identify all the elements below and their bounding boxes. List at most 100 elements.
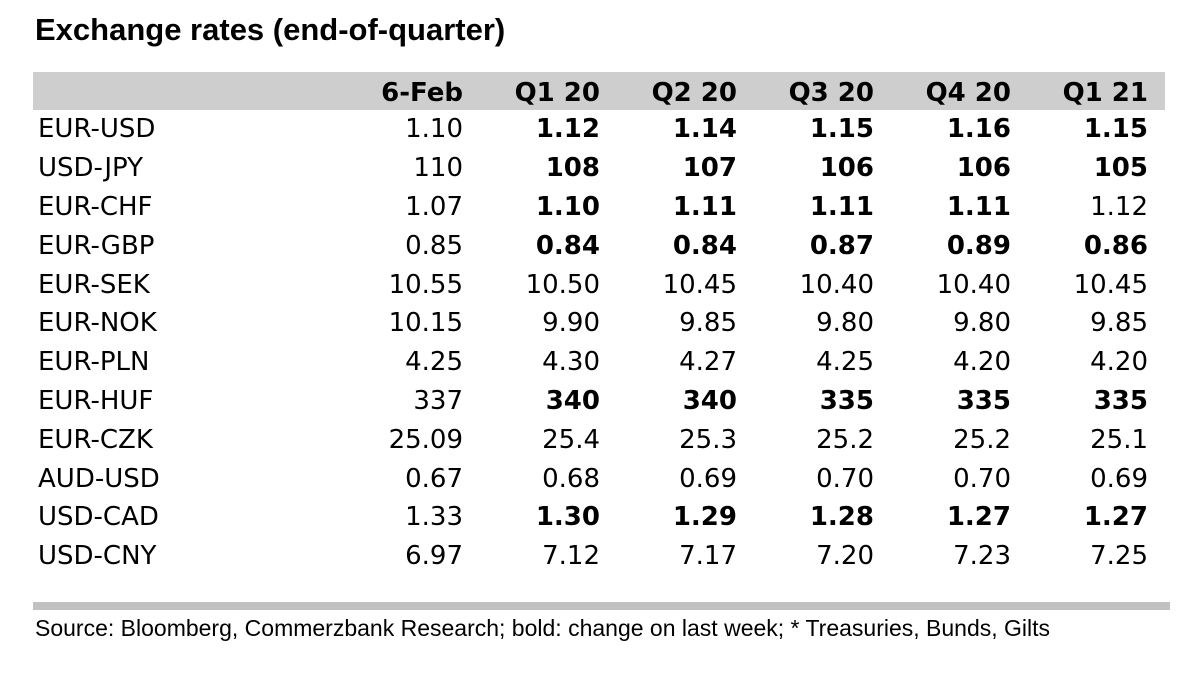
header-row: 6-Feb Q1 20 Q2 20 Q3 20 Q4 20 Q1 21 — [33, 72, 1165, 110]
table-row: USD-CNY 6.97 7.12 7.17 7.20 7.23 7.25 — [33, 537, 1165, 576]
value-cell: 4.25 — [816, 347, 874, 378]
value-cell: 1.11 — [809, 191, 874, 222]
table-row: EUR-SEK 10.55 10.50 10.45 10.40 10.40 10.45 — [33, 265, 1165, 304]
value-cell: 10.45 — [1073, 269, 1148, 300]
value-cell: 0.69 — [1090, 463, 1148, 494]
page-title: Exchange rates (end-of-quarter) — [35, 12, 506, 47]
exchange-rates-table: 6-Feb Q1 20 Q2 20 Q3 20 Q4 20 Q1 21 EUR-USD 1.… — [33, 72, 1165, 576]
value-cell: 4.20 — [1090, 347, 1148, 378]
value-cell: 7.17 — [679, 541, 737, 572]
currency-pair-cell: EUR-HUF — [38, 385, 154, 416]
value-cell: 1.12 — [535, 114, 600, 145]
value-cell: 10.15 — [388, 308, 463, 339]
value-cell: 335 — [819, 385, 874, 416]
currency-pair-cell: EUR-CZK — [38, 424, 153, 455]
column-header: Q2 20 — [617, 72, 754, 110]
value-cell: 10.40 — [936, 269, 1011, 300]
currency-pair-cell: EUR-USD — [38, 114, 156, 145]
value-cell: 1.28 — [809, 502, 874, 533]
value-cell: 0.70 — [816, 463, 874, 494]
value-cell: 106 — [819, 153, 874, 184]
value-cell: 1.16 — [946, 114, 1011, 145]
value-cell: 0.84 — [672, 230, 737, 261]
value-cell: 105 — [1093, 153, 1148, 184]
value-cell: 335 — [1093, 385, 1148, 416]
value-cell: 4.20 — [953, 347, 1011, 378]
currency-pair-cell: EUR-PLN — [38, 347, 150, 378]
value-cell: 1.15 — [1083, 114, 1148, 145]
value-cell: 335 — [956, 385, 1011, 416]
value-cell: 1.27 — [1083, 502, 1148, 533]
table-row: USD-CAD 1.33 1.30 1.29 1.28 1.27 1.27 — [33, 498, 1165, 537]
value-cell: 4.25 — [405, 347, 463, 378]
value-cell: 0.70 — [953, 463, 1011, 494]
value-cell: 25.4 — [542, 424, 600, 455]
value-cell: 1.11 — [672, 191, 737, 222]
table-row: AUD-USD 0.67 0.68 0.69 0.70 0.70 0.69 — [33, 459, 1165, 498]
currency-pair-cell: EUR-CHF — [38, 191, 153, 222]
value-cell: 1.10 — [535, 191, 600, 222]
value-cell: 7.12 — [542, 541, 600, 572]
table-row: EUR-NOK 10.15 9.90 9.85 9.80 9.80 9.85 — [33, 304, 1165, 343]
column-header: Q4 20 — [891, 72, 1028, 110]
value-cell: 4.30 — [542, 347, 600, 378]
value-cell: 0.84 — [535, 230, 600, 261]
table-header: 6-Feb Q1 20 Q2 20 Q3 20 Q4 20 Q1 21 — [33, 72, 1165, 110]
value-cell: 9.80 — [953, 308, 1011, 339]
corner-cell — [33, 72, 343, 110]
value-cell: 25.2 — [816, 424, 874, 455]
value-cell: 9.85 — [1090, 308, 1148, 339]
value-cell: 340 — [545, 385, 600, 416]
currency-pair-cell: EUR-NOK — [38, 308, 157, 339]
value-cell: 0.89 — [946, 230, 1011, 261]
table-row: EUR-USD 1.10 1.12 1.14 1.15 1.16 1.15 — [33, 110, 1165, 149]
value-cell: 25.1 — [1090, 424, 1148, 455]
value-cell: 0.69 — [679, 463, 737, 494]
value-cell: 9.80 — [816, 308, 874, 339]
value-cell: 0.68 — [542, 463, 600, 494]
column-header: Q1 20 — [480, 72, 617, 110]
value-cell: 1.29 — [672, 502, 737, 533]
column-header: Q3 20 — [754, 72, 891, 110]
currency-pair-cell: EUR-GBP — [38, 230, 155, 261]
value-cell: 0.86 — [1083, 230, 1148, 261]
value-cell: 9.90 — [542, 308, 600, 339]
value-cell: 340 — [682, 385, 737, 416]
value-cell: 7.25 — [1090, 541, 1148, 572]
value-cell: 10.40 — [799, 269, 874, 300]
column-header: 6-Feb — [343, 72, 480, 110]
source-note: Source: Bloomberg, Commerzbank Research;… — [35, 615, 1051, 641]
currency-pair-cell: USD-JPY — [38, 153, 144, 184]
value-cell: 25.3 — [679, 424, 737, 455]
table-row: EUR-HUF 337 340 340 335 335 335 — [33, 382, 1165, 421]
table-row: EUR-CZK 25.09 25.4 25.3 25.2 25.2 25.1 — [33, 420, 1165, 459]
currency-pair-cell: EUR-SEK — [38, 269, 150, 300]
value-cell: 25.09 — [388, 424, 463, 455]
value-cell: 7.20 — [816, 541, 874, 572]
value-cell: 106 — [956, 153, 1011, 184]
value-cell: 1.27 — [946, 502, 1011, 533]
value-cell: 1.14 — [672, 114, 737, 145]
value-cell: 1.10 — [405, 114, 463, 145]
value-cell: 1.07 — [405, 191, 463, 222]
currency-pair-cell: USD-CAD — [38, 502, 159, 533]
value-cell: 10.55 — [388, 269, 463, 300]
value-cell: 4.27 — [679, 347, 737, 378]
value-cell: 110 — [413, 153, 463, 184]
table-row: EUR-CHF 1.07 1.10 1.11 1.11 1.11 1.12 — [33, 188, 1165, 227]
table-body: EUR-USD 1.10 1.12 1.14 1.15 1.16 1.15 USD-JPY 11… — [33, 110, 1165, 576]
value-cell: 107 — [682, 153, 737, 184]
value-cell: 1.30 — [535, 502, 600, 533]
value-cell: 25.2 — [953, 424, 1011, 455]
value-cell: 337 — [413, 385, 463, 416]
value-cell: 1.33 — [405, 502, 463, 533]
value-cell: 10.50 — [525, 269, 600, 300]
column-header: Q1 21 — [1028, 72, 1165, 110]
table-row: EUR-GBP 0.85 0.84 0.84 0.87 0.89 0.86 — [33, 226, 1165, 265]
value-cell: 1.12 — [1090, 191, 1148, 222]
value-cell: 10.45 — [662, 269, 737, 300]
value-cell: 1.15 — [809, 114, 874, 145]
value-cell: 1.11 — [946, 191, 1011, 222]
value-cell: 6.97 — [405, 541, 463, 572]
